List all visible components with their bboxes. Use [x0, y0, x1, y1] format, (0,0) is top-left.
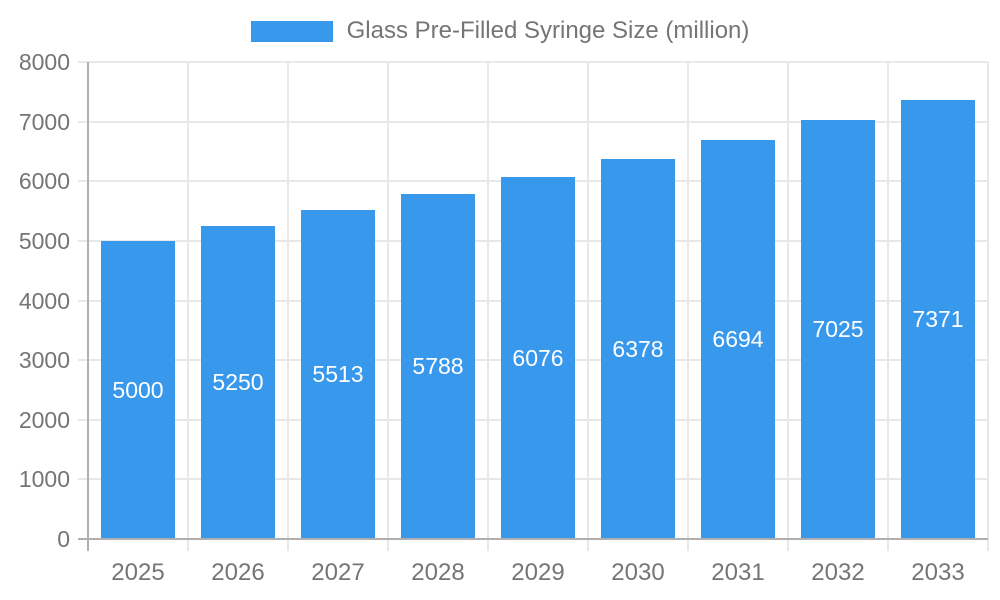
bar-value-label: 6076	[512, 344, 564, 371]
plot-area: 5000 5250 5513 5788 6076 6378 6694 7025 7371	[78, 61, 989, 551]
vertical-gridline	[987, 62, 989, 551]
bar: 5250	[201, 226, 275, 539]
bar-value-label: 6378	[612, 335, 664, 362]
vertical-gridline	[287, 62, 289, 551]
x-tick-label: 2026	[211, 559, 265, 586]
y-tick-label: 2000	[18, 406, 70, 433]
bar-value-label: 5000	[112, 376, 164, 403]
y-tick-label: 6000	[18, 168, 70, 195]
x-tick-label: 2025	[111, 559, 165, 586]
horizontal-gridline	[78, 120, 988, 123]
vertical-gridline	[887, 62, 889, 551]
bar-value-label: 5788	[412, 353, 464, 379]
legend-label: Glass Pre-Filled Syringe Size (million)	[346, 17, 750, 44]
y-axis-line	[87, 62, 89, 551]
bar: 6378	[601, 159, 675, 539]
bar: 6076	[501, 177, 575, 539]
bar: 7371	[901, 100, 975, 539]
x-axis-line	[78, 538, 988, 540]
bar-value-label: 5513	[312, 361, 364, 387]
x-tick-label: 2031	[711, 559, 765, 586]
vertical-gridline	[187, 62, 189, 551]
bar-value-label: 5250	[212, 369, 264, 395]
legend-item[interactable]: Glass Pre-Filled Syringe Size (million)	[250, 17, 750, 45]
bar: 7025	[801, 120, 875, 539]
chart-legend: Glass Pre-Filled Syringe Size (million)	[0, 14, 1000, 48]
y-tick-label: 8000	[18, 49, 70, 75]
y-tick-label: 1000	[18, 466, 70, 493]
x-tick-label: 2033	[911, 559, 965, 586]
vertical-gridline	[587, 62, 589, 551]
bar: 5513	[301, 210, 375, 539]
vertical-gridline	[487, 62, 489, 551]
y-tick-label: 0	[57, 526, 70, 552]
bar-value-label: 7371	[912, 306, 964, 332]
y-tick-label: 3000	[18, 347, 70, 374]
x-tick-label: 2030	[611, 559, 665, 586]
x-tick-label: 2027	[311, 559, 365, 586]
x-tick-label: 2028	[411, 559, 465, 586]
bar: 5000	[101, 241, 175, 539]
vertical-gridline	[387, 62, 389, 551]
bar-value-label: 7025	[812, 316, 864, 342]
bar: 6694	[701, 140, 775, 539]
horizontal-gridline	[78, 61, 988, 63]
bar-value-label: 6694	[712, 326, 764, 352]
x-tick-label: 2029	[511, 559, 565, 586]
vertical-gridline	[687, 62, 689, 551]
y-tick-label: 5000	[18, 227, 70, 254]
x-tick-label: 2032	[811, 559, 865, 586]
bar: 5788	[401, 194, 475, 539]
y-tick-label: 7000	[18, 108, 70, 135]
vertical-gridline	[787, 62, 789, 551]
y-tick-label: 4000	[18, 287, 70, 314]
legend-swatch-icon	[250, 20, 333, 42]
